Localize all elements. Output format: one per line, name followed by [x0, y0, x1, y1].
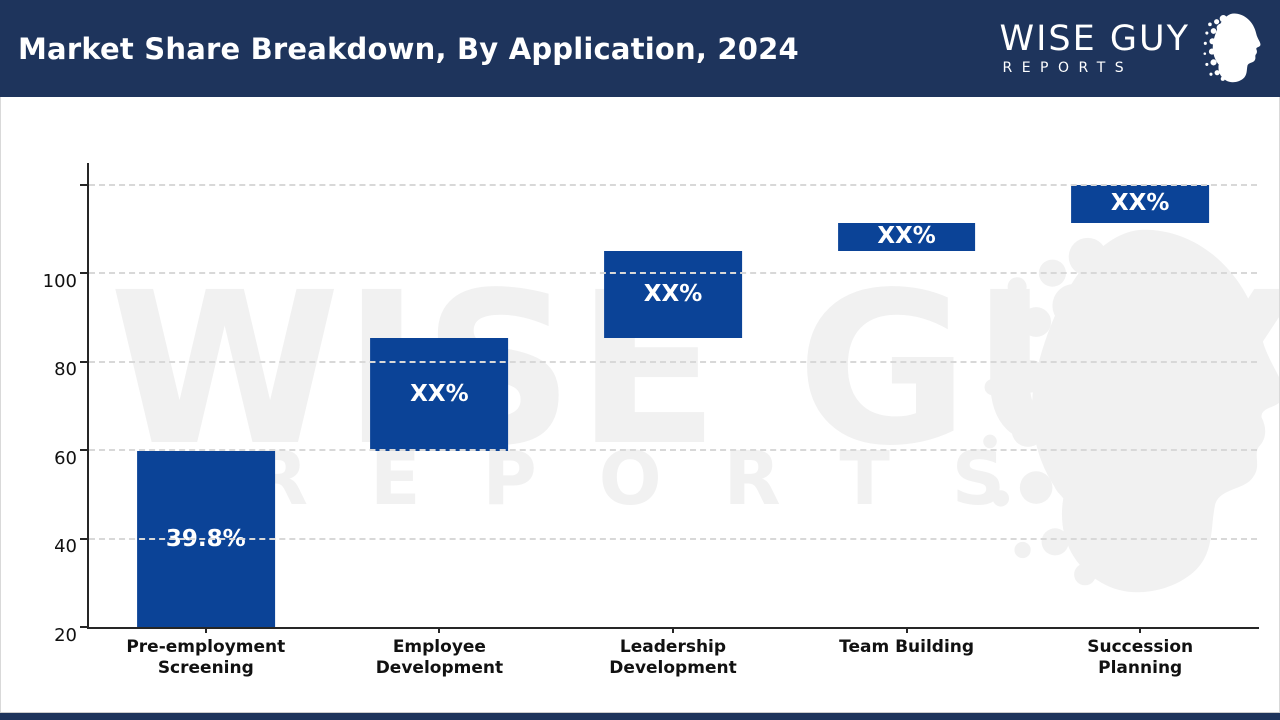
x-axis-labels: Pre-employment Screening Employee Developme…: [89, 637, 1257, 697]
logo-face-icon: [1203, 13, 1261, 82]
bar-value-label: XX%: [410, 380, 469, 407]
header: Market Share Breakdown, By Application, …: [0, 0, 1280, 97]
gridline: [89, 449, 1257, 452]
y-tick-label: 60: [54, 447, 77, 469]
logo-subtitle: REPORTS: [1002, 60, 1134, 76]
y-tick-mark: [80, 626, 88, 628]
y-axis-line: [87, 163, 89, 629]
plot-area: 39.8% XX% XX% XX% XX%: [80, 163, 1259, 633]
x-tick-mark: [204, 627, 207, 633]
gridline: [89, 537, 1257, 540]
gridline: [89, 360, 1257, 363]
page-title: Market Share Breakdown, By Application, …: [18, 31, 799, 66]
y-tick-mark: [80, 272, 88, 275]
y-tick-mark: [80, 449, 88, 452]
x-tick-mark: [438, 627, 441, 633]
logo-wordmark: WISE GUY: [999, 19, 1190, 59]
y-axis-labels: 020406080100: [1, 260, 77, 712]
y-tick-mark: [80, 360, 88, 363]
y-tick-label: 40: [54, 536, 77, 558]
y-tick-label: 20: [54, 624, 77, 646]
wise-guy-logo: WISE GUY REPORTS: [999, 9, 1266, 89]
bar-team-building: XX%: [837, 222, 976, 251]
footer-bar: [0, 712, 1280, 720]
y-tick-mark: [80, 537, 88, 540]
chart-canvas: WISE GUY REPORTS 020406080100 39.8%XX%XX…: [0, 97, 1280, 712]
x-category-label: Pre-employment Screening: [126, 637, 286, 678]
logo-text: WISE GUY REPORTS: [999, 19, 1190, 76]
x-tick-mark: [905, 627, 908, 633]
x-category-label: Employee Development: [375, 637, 504, 678]
watermark-subtext: REPORTS: [251, 436, 1068, 522]
bar-value-label: XX%: [643, 280, 703, 307]
y-tick-label: 100: [42, 271, 77, 293]
x-category-label: Succession Planning: [1087, 637, 1194, 678]
x-tick-mark: [1139, 627, 1142, 633]
gridline: [89, 184, 1257, 187]
x-category-label: Leadership Development: [609, 637, 737, 678]
bar-succession-planning: XX%: [1071, 185, 1210, 223]
bar-leadership-development: XX%: [604, 250, 742, 338]
bar-employee-development: XX%: [370, 337, 509, 452]
gridline: [89, 272, 1257, 275]
y-tick-label: 80: [54, 359, 77, 381]
x-category-label: Team Building: [839, 637, 975, 657]
x-tick-mark: [672, 627, 674, 633]
bar-value-label: XX%: [877, 223, 936, 250]
bar-value-label: XX%: [1110, 190, 1170, 217]
y-tick-mark: [80, 184, 88, 187]
